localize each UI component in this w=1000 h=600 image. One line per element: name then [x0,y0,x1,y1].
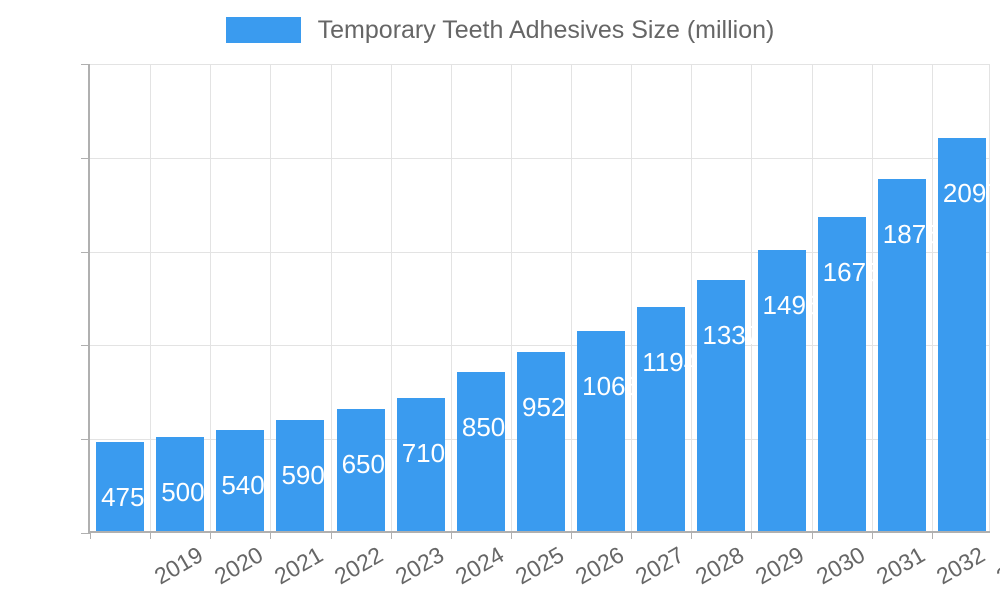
bar[interactable] [877,179,926,531]
bar[interactable] [216,429,265,531]
x-axis-tick-mark [450,531,452,539]
x-axis-tick-mark [90,531,91,539]
x-axis-tick-mark [210,531,212,539]
x-axis-tick-label: 2033 [991,541,1000,590]
y-axis-tick-mark [81,64,90,65]
bar[interactable] [96,441,145,531]
bar[interactable] [817,216,866,531]
plot-right-border [989,64,990,531]
bar[interactable] [456,371,505,531]
x-axis-tick-mark [510,531,512,539]
gridline-horizontal [90,345,990,347]
legend-label: Temporary Teeth Adhesives Size (million) [317,15,775,44]
x-axis-tick-label: 2019 [149,541,208,590]
x-axis-tick-mark [330,531,332,539]
gridline-vertical [270,64,272,531]
y-axis-tick-mark [81,157,90,159]
x-axis-tick-mark [390,531,392,539]
gridline-vertical [390,64,392,531]
x-axis-tick-label: 2020 [210,541,268,590]
x-axis-tick-label: 2025 [510,541,569,590]
x-axis-tick-mark [931,531,933,539]
y-axis-tick-mark [81,345,90,347]
bar[interactable] [156,437,205,531]
gridline-vertical [510,64,512,531]
x-axis-tick-mark [811,531,813,539]
plot-area: 05001000150020002500 2019202020212022202… [81,64,1000,589]
gridline-vertical [210,64,212,531]
x-axis-tick-label: 2032 [931,541,989,590]
x-axis-tick-label: 2028 [691,541,749,590]
gridline-vertical [871,64,873,531]
x-axis-tick-mark [751,531,753,539]
gridline-vertical [691,64,693,531]
gridline-vertical [150,64,152,531]
x-axis-tick-mark [150,531,152,539]
x-axis-tick-label: 2024 [450,541,508,590]
gridline-vertical [571,64,573,531]
bar[interactable] [697,280,746,531]
gridline-horizontal [90,157,990,159]
legend-item-temporary-teeth-adhesives-size[interactable]: Temporary Teeth Adhesives Size (million) [225,15,775,44]
x-axis-tick-label: 2021 [270,541,328,590]
gridline-vertical [931,64,933,531]
x-axis-tick-mark [871,531,873,539]
x-axis-tick-label: 2031 [871,541,929,590]
bar[interactable] [637,307,686,531]
x-axis-tick-label: 2027 [630,541,689,590]
x-axis-tick-mark [691,531,693,539]
x-axis-tick-mark [270,531,272,539]
y-axis-tick-mark [81,439,90,441]
x-axis-tick-mark [571,531,573,539]
x-axis-tick-label: 2029 [751,541,809,590]
x-axis-tick-label: 2022 [330,541,388,590]
bar[interactable] [336,409,385,531]
chart-legend: Temporary Teeth Adhesives Size (million) [0,0,1000,60]
x-axis-tick-mark [631,531,633,539]
bar[interactable] [517,352,565,531]
gridline-vertical [450,64,452,531]
x-axis-tick-label: 2030 [811,541,869,590]
y-axis-tick-mark [81,533,90,534]
gridline-horizontal [90,64,990,65]
bar[interactable] [396,397,445,531]
legend-color-swatch [225,17,301,43]
y-axis-tick-mark [81,251,90,253]
gridline-vertical [631,64,633,531]
bar[interactable] [937,137,986,531]
gridline-horizontal [90,251,990,253]
x-axis-tick-label: 2026 [570,541,629,590]
gridline-vertical [811,64,813,531]
bar[interactable] [577,331,626,531]
x-axis-tick-label: 2023 [390,541,448,590]
gridline-vertical [751,64,753,531]
bar[interactable] [757,250,806,531]
bar[interactable] [276,420,325,531]
gridline-vertical [330,64,332,531]
